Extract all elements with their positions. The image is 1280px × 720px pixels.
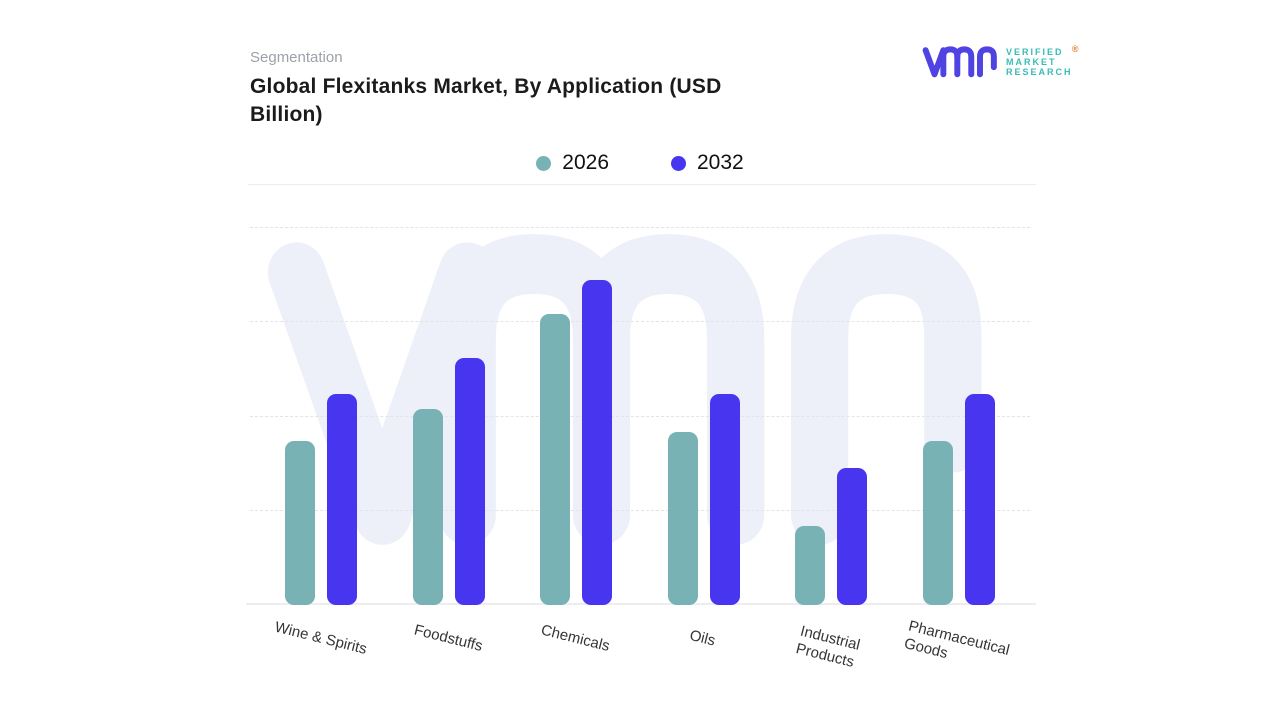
bar-2026-chemicals — [540, 314, 570, 605]
bar-2032-foodstuffs — [454, 358, 485, 605]
bar-2026-foodstuffs — [412, 409, 443, 605]
logo-word-verified: VERIFIED — [1006, 47, 1064, 57]
legend-item-2032: 2032 — [671, 151, 744, 175]
legend-dot-2032 — [671, 155, 686, 171]
bar-2026-pharmaceutical-goods — [922, 441, 953, 605]
bar-2032-pharmaceutical-goods — [964, 394, 995, 605]
bar-2026-oils — [667, 432, 698, 605]
gridline — [250, 227, 1030, 228]
bar-2026-industrial-products — [795, 526, 825, 605]
vmr-logo: VERIFIED MARKET RESEARCH ® — [922, 40, 1079, 84]
x-axis-label-foodstuffs: Foodstuffs — [411, 621, 484, 655]
bar-2032-chemicals — [582, 280, 612, 605]
chart-title: Global Flexitanks Market, By Application… — [250, 75, 722, 126]
logo-word-research: RESEARCH — [1006, 67, 1073, 77]
logo-word-market: MARKET — [1006, 57, 1057, 67]
chart-legend: 2026 2032 — [250, 147, 1030, 179]
bar-2032-wine-spirits — [327, 394, 357, 605]
registered-trademark-icon: ® — [1071, 44, 1081, 54]
gridline — [250, 509, 1030, 511]
x-axis-label-pharmaceutical-goods: Pharmaceutical Goods — [901, 617, 1011, 663]
vmr-watermark-icon — [267, 234, 982, 545]
bar-2032-industrial-products — [837, 468, 867, 605]
gridline — [250, 415, 1030, 417]
legend-item-2026: 2026 — [536, 151, 609, 175]
logo-wordmark: VERIFIED MARKET RESEARCH ® — [1006, 44, 1079, 77]
x-axis-label-industrial-products: Industrial Products — [794, 622, 862, 671]
x-axis-label-oils: Oils — [687, 626, 717, 650]
header-divider — [248, 184, 1036, 185]
legend-label-2032: 2032 — [697, 151, 744, 174]
gridline — [250, 321, 1030, 323]
x-axis-label-chemicals: Chemicals — [539, 621, 612, 655]
bar-2026-wine-spirits — [285, 441, 315, 605]
eyebrow-label: Segmentation — [250, 49, 343, 66]
x-axis-label-wine-spirits: Wine & Spirits — [273, 618, 369, 658]
bar-2032-oils — [709, 394, 740, 605]
vmr-monogram-icon — [922, 46, 997, 78]
bar-chart-plot-area: Wine & Spirits Foodstuffs Chemicals Oils Ind… — [246, 227, 1036, 671]
legend-dot-2026 — [536, 155, 552, 171]
legend-label-2026: 2026 — [562, 151, 609, 174]
x-axis-line — [246, 603, 1036, 605]
